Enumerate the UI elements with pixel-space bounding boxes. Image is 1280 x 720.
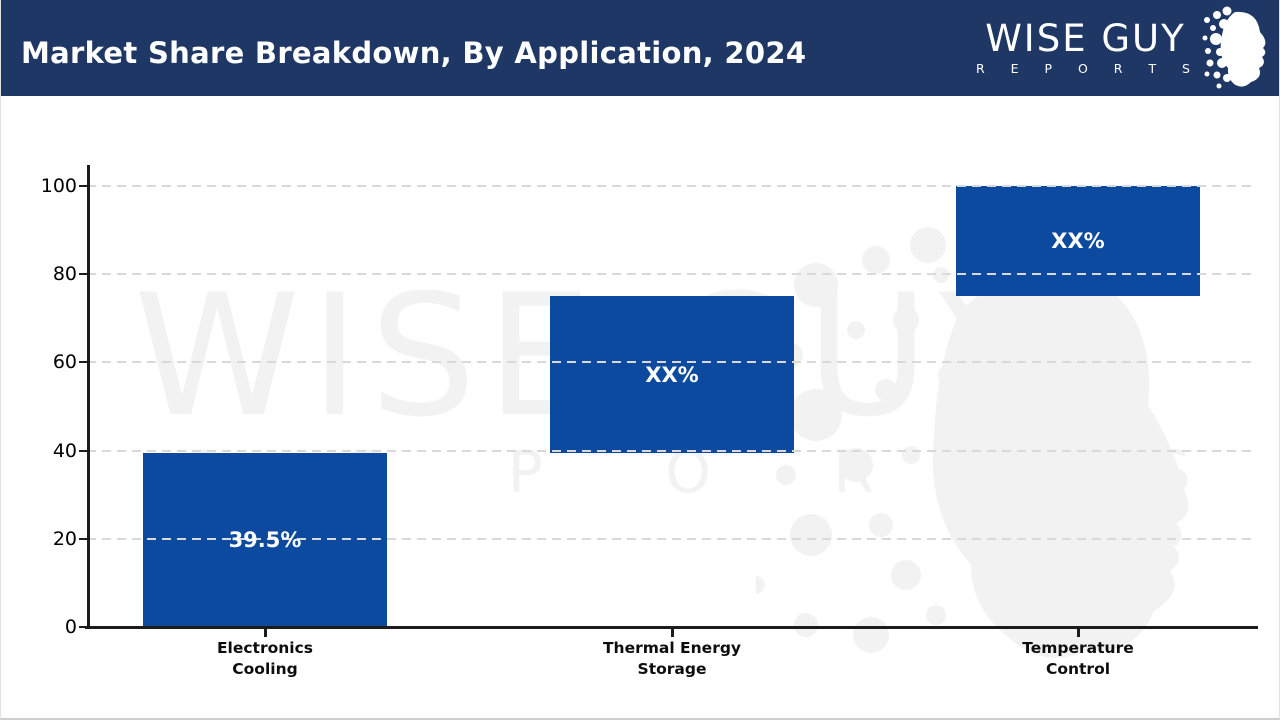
y-tick-label: 20 [52, 527, 77, 550]
x-category-line: Storage [637, 660, 707, 678]
bar-segment [956, 186, 1200, 297]
gridline [87, 361, 1257, 364]
x-category-label: Temperature Control [948, 638, 1208, 680]
y-axis-tick [79, 537, 87, 540]
x-axis-tick [1076, 627, 1080, 637]
y-tick-label: 60 [52, 351, 77, 374]
y-axis-tick [79, 185, 87, 187]
x-category-line: Temperature [1022, 639, 1134, 657]
x-category-label: Electronics Cooling [135, 638, 395, 680]
y-tick-label: 40 [52, 439, 77, 462]
gridline [87, 185, 1257, 187]
y-tick-label: 80 [52, 263, 77, 286]
y-axis-tick [79, 449, 87, 452]
x-axis-tick [670, 627, 674, 637]
y-tick-label: 0 [64, 616, 77, 638]
y-axis-line [87, 165, 90, 629]
header-bar: Market Share Breakdown, By Application, … [1, 0, 1279, 96]
bar-segment [550, 296, 794, 453]
y-tick-label: 100 [40, 175, 77, 197]
bar-value-label: XX% [1051, 229, 1105, 254]
chart-title: Market Share Breakdown, By Application, … [21, 36, 807, 70]
x-category-line: Electronics [216, 639, 314, 657]
gridline [87, 273, 1257, 276]
x-axis-tick [263, 627, 267, 637]
brand-text: WISE GUY R E P O R T S [970, 17, 1201, 77]
y-axis-tick [79, 626, 87, 628]
x-category-line: Cooling [232, 660, 298, 678]
x-category-label: Thermal Energy Storage [542, 638, 802, 680]
brand-head-icon [1202, 6, 1266, 89]
brand-logo: WISE GUY R E P O R T S [976, 4, 1267, 92]
x-axis-line [85, 626, 1258, 629]
gridline [87, 537, 1257, 540]
x-category-line: Thermal Energy [602, 639, 742, 657]
brand-sub: R E P O R T S [975, 61, 1201, 76]
bar-segment [143, 452, 387, 627]
gridline [87, 449, 1257, 452]
y-axis-tick [79, 361, 87, 364]
y-axis-tick [79, 273, 87, 276]
bar-value-label: XX% [645, 362, 699, 387]
bar-value-label: 39.5% [228, 527, 302, 552]
brand-name: WISE GUY [985, 17, 1186, 60]
x-category-line: Control [1045, 660, 1111, 678]
